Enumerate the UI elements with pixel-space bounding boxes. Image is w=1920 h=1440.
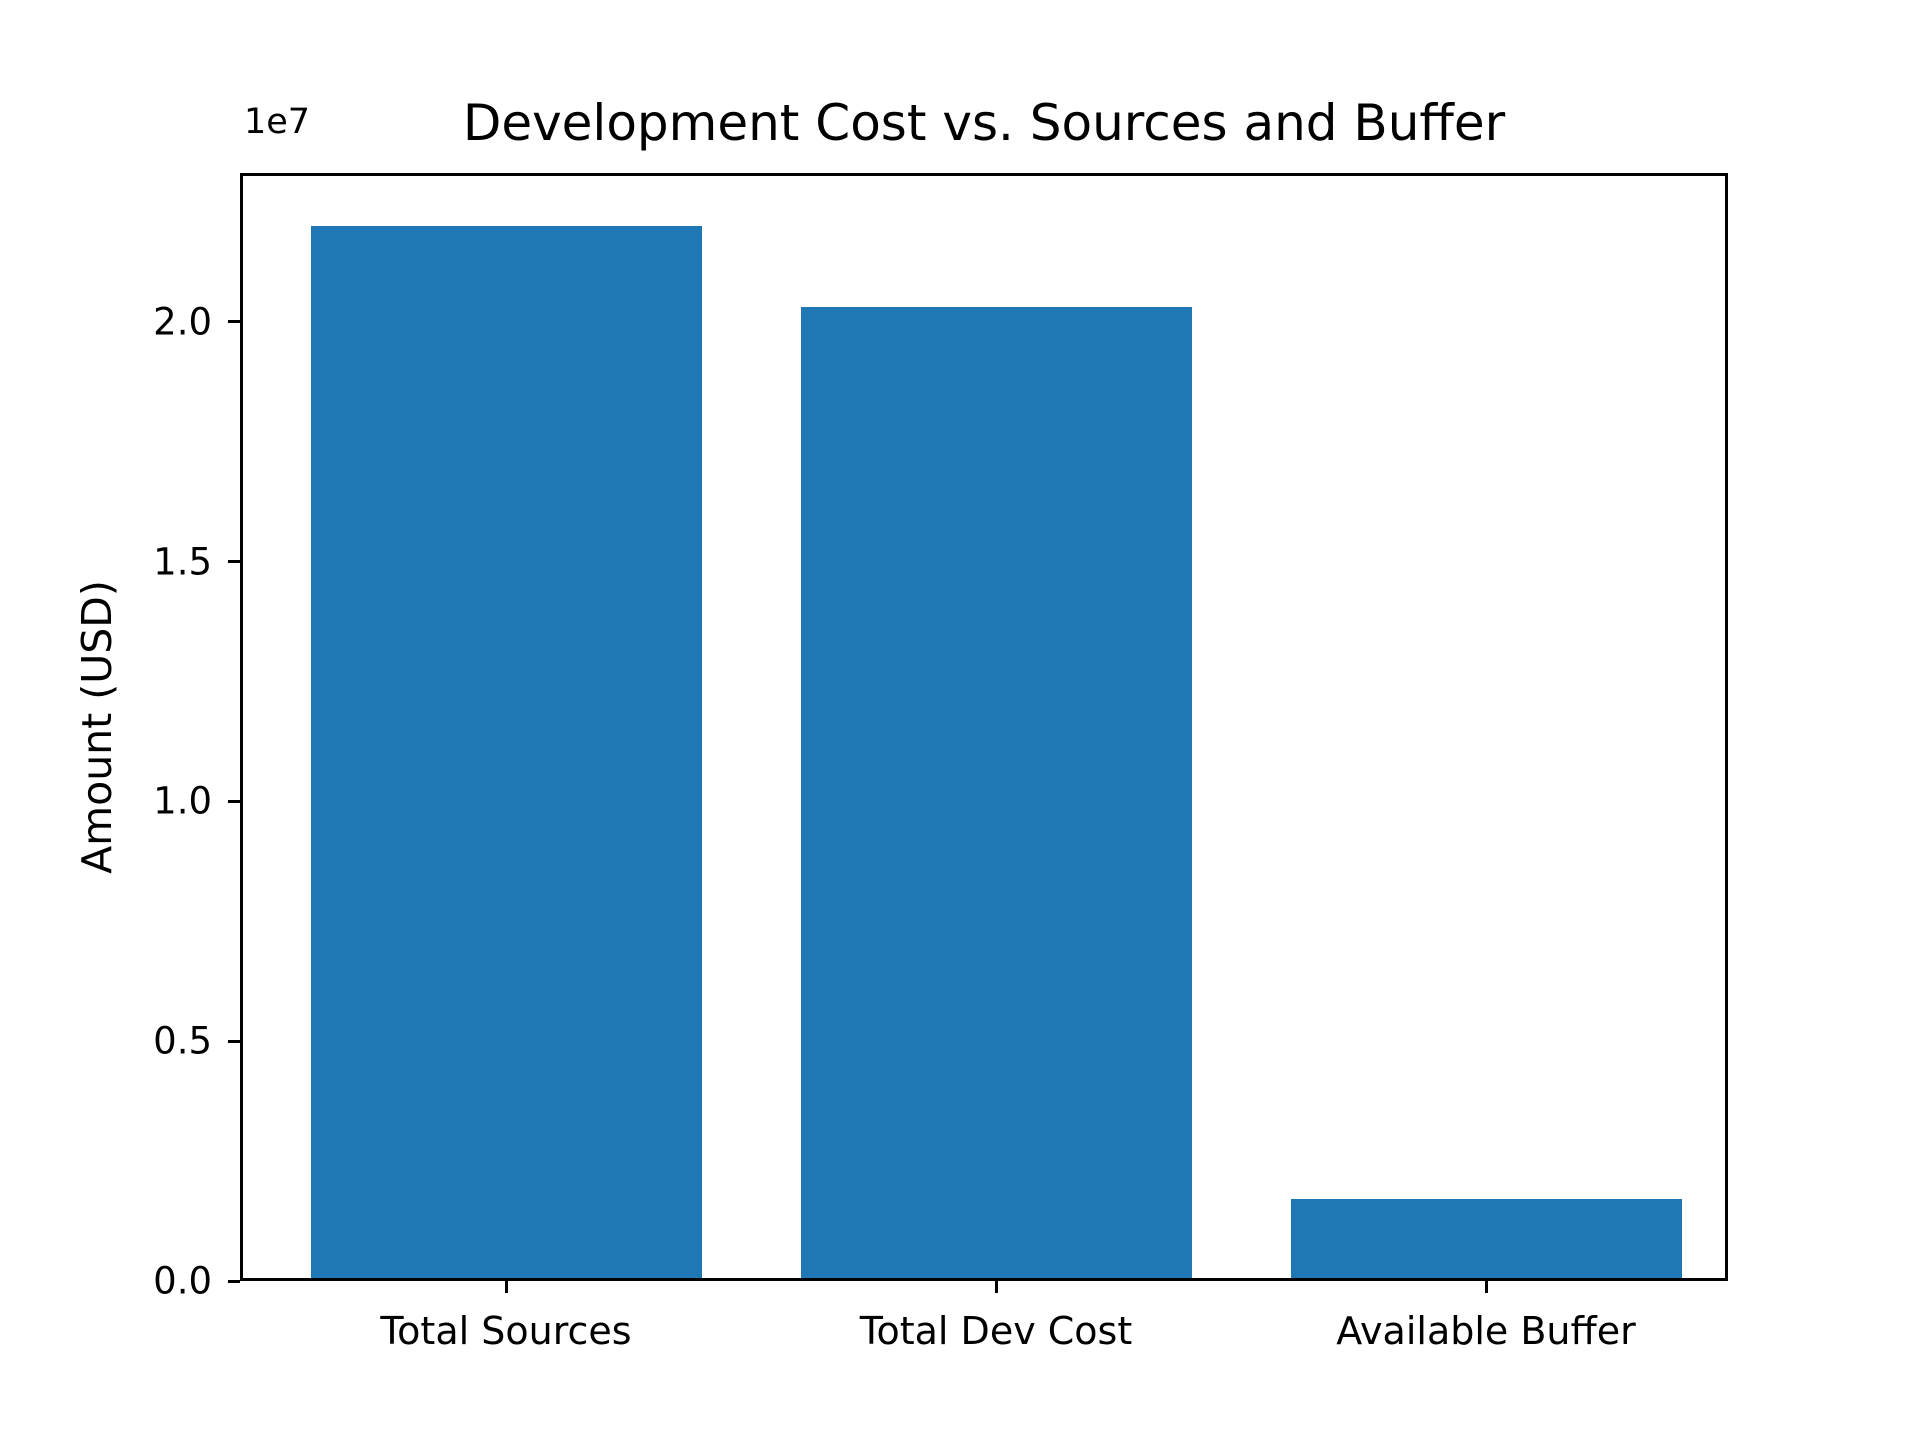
x-tick-mark — [994, 1281, 998, 1293]
y-axis-offset-label: 1e7 — [244, 102, 311, 142]
x-tick-mark — [504, 1281, 508, 1293]
y-tick-label: 1.5 — [153, 540, 212, 584]
y-tick-mark — [228, 1039, 240, 1043]
y-tick-label: 0.5 — [153, 1019, 212, 1063]
plot-area — [240, 173, 1728, 1281]
chart-title: Development Cost vs. Sources and Buffer — [462, 94, 1506, 152]
bar-total-dev-cost — [800, 307, 1192, 1278]
x-tick-label-available-buffer: Available Buffer — [1336, 1309, 1636, 1353]
x-tick-label-total-dev-cost: Total Dev Cost — [859, 1309, 1133, 1353]
y-tick-label: 1.0 — [153, 779, 212, 823]
y-tick-mark — [228, 1279, 240, 1283]
y-tick-mark — [228, 799, 240, 803]
x-tick-mark — [1484, 1281, 1488, 1293]
x-tick-label-total-sources: Total Sources — [380, 1309, 632, 1353]
y-tick-label: 0.0 — [153, 1259, 212, 1303]
bar-available-buffer — [1290, 1199, 1682, 1278]
y-tick-mark — [228, 320, 240, 324]
y-axis-label: Amount (USD) — [73, 580, 121, 874]
bar-total-sources — [310, 225, 702, 1278]
y-tick-label: 2.0 — [153, 300, 212, 344]
y-tick-mark — [228, 560, 240, 564]
